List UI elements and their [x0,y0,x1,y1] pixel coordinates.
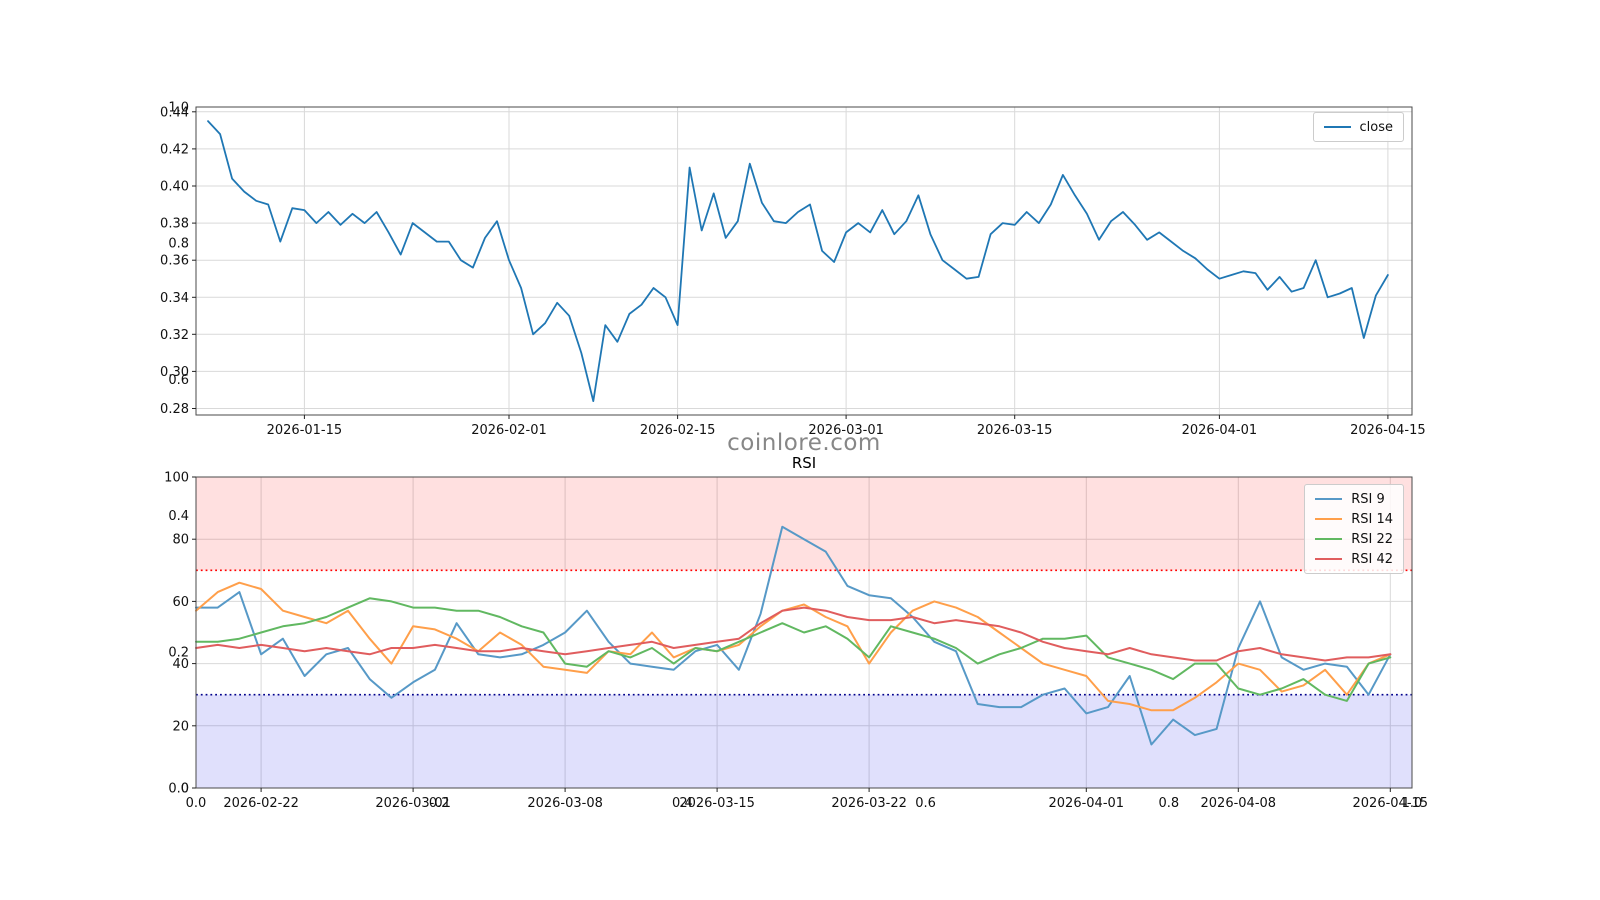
close-line [207,120,1389,403]
oversold-band [196,694,1412,788]
x-tick-label: 2026-04-08 [1201,796,1277,811]
x-tick-label: 2026-02-01 [471,423,547,438]
ghost-x-tick-label: 0.6 [915,796,936,811]
y-tick-label: 0.30 [160,365,189,380]
y-tick-label: 20 [172,719,189,734]
x-tick-label: 2026-03-01 [375,796,451,811]
legend-line-sample [1315,518,1343,520]
legend-line-sample [1323,126,1351,128]
legend-label: RSI 14 [1351,511,1393,527]
ghost-y-tick-label: 0.8 [168,237,189,252]
x-tick-label: 2026-04-01 [1049,796,1125,811]
ghost-y-tick-label: 0.0 [168,782,189,797]
ghost-y-tick-label: 0.2 [168,645,189,660]
y-tick-label: 0.32 [160,328,189,343]
legend-entry-rsi-22: RSI 22 [1315,529,1393,549]
rsi-22-line [195,597,1392,702]
rsi-section-title: RSI [791,454,817,472]
x-tick-label: 2026-04-15 [1353,796,1429,811]
x-tick-label: 2026-03-08 [527,796,603,811]
legend-entry-rsi-42: RSI 42 [1315,549,1393,569]
ghost-x-tick-label: 0.4 [672,796,693,811]
x-tick-label: 2026-03-22 [831,796,907,811]
ghost-axis-labels: 0.0 0.2 0.4 0.6 0.8 1.0 0.0 0.2 0.4 0.6 0.8 1.0 [168,101,1422,812]
y-tick-label: 60 [172,595,189,610]
legend-entry-close: close [1323,117,1393,137]
x-tick-label: 2026-04-01 [1182,423,1258,438]
rsi-9-line [195,525,1392,746]
rsi-chart: 2026-02-22 2026-03-01 2026-03-08 2026-03-15… [164,471,1428,812]
y-tick-label: 0.40 [160,180,189,195]
legend-label: RSI 22 [1351,531,1393,547]
ghost-y-tick-label: 0.6 [168,373,189,388]
y-tick-label: 100 [164,471,189,486]
ghost-x-tick-label: 0.2 [429,796,450,811]
rsi-legend: RSI 9 RSI 14 RSI 22 RSI 42 [1304,484,1404,574]
x-tick-label: 2026-04-15 [1350,423,1426,438]
y-tick-label: 0.34 [160,291,189,306]
price-legend: close [1312,112,1404,142]
y-tick-label: 80 [172,533,189,548]
ghost-y-tick-label: 0.4 [168,509,189,524]
y-tick-label: 0.28 [160,402,189,417]
rsi-14-line [195,581,1392,712]
y-tick-label: 0.38 [160,217,189,232]
price-chart: 2026-01-15 2026-02-01 2026-02-15 2026-03-01… [160,105,1426,438]
ghost-y-tick-label: 1.0 [168,101,189,116]
y-tick-label: 0.36 [160,254,189,269]
x-tick-label: 2026-03-01 [808,423,884,438]
ghost-x-tick-label: 0.0 [186,796,207,811]
legend-line-sample [1315,498,1343,500]
y-tick-label: 0.42 [160,142,189,157]
legend-entry-rsi-14: RSI 14 [1315,509,1393,529]
legend-line-sample [1315,558,1343,560]
x-tick-label: 2026-02-22 [223,796,299,811]
legend-entry-rsi-9: RSI 9 [1315,489,1393,509]
y-tick-label: 0 [181,782,189,797]
legend-label: RSI 42 [1351,551,1393,567]
watermark: coinlore.com [727,430,881,456]
y-tick-label: 40 [172,657,189,672]
ghost-x-tick-label: 0.8 [1158,796,1179,811]
legend-label: close [1359,119,1393,135]
overbought-band [196,477,1412,571]
x-tick-label: 2026-03-15 [977,423,1053,438]
x-tick-label: 2026-01-15 [267,423,343,438]
y-tick-label: 0.44 [160,105,189,120]
x-tick-label: 2026-02-15 [640,423,716,438]
legend-line-sample [1315,538,1343,540]
ghost-x-tick-label: 1.0 [1402,796,1423,811]
legend-label: RSI 9 [1351,491,1385,507]
rsi-42-line [195,606,1392,662]
x-tick-label: 2026-03-15 [679,796,755,811]
